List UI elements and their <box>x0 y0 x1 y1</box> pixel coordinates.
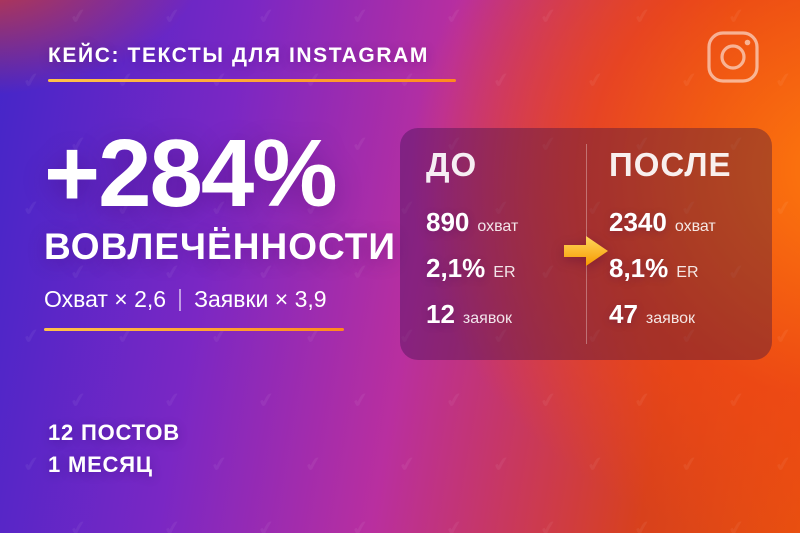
stat-unit: заявок <box>645 310 696 327</box>
pattern-check-icon: ✔ <box>585 68 606 94</box>
pattern-check-icon: ✔ <box>21 196 42 222</box>
pattern-check-icon: ✔ <box>350 516 371 533</box>
stat-unit: ER <box>493 264 516 281</box>
hero-multipliers: Охват × 2,6 Заявки × 3,9 <box>44 286 396 313</box>
pattern-check-icon: ✔ <box>679 452 700 478</box>
stat-row-after-leads: 47 заявок <box>609 299 764 330</box>
stat-row-after-er: 8,1% ER <box>609 253 764 284</box>
pattern-check-icon: ✔ <box>68 4 89 30</box>
before-after-arrow-icon <box>562 234 610 273</box>
after-column: ПОСЛЕ 2340 охват 8,1% ER 47 заявок <box>581 146 764 342</box>
stat-value: 8,1% <box>609 253 669 283</box>
footer-stats: 12 ПОСТОВ 1 МЕСЯЦ <box>48 417 180 481</box>
pattern-check-icon: ✔ <box>162 516 183 533</box>
pattern-check-icon: ✔ <box>538 4 559 30</box>
hero-label: ВОВЛЕЧЁННОСТИ <box>44 226 396 267</box>
hero-percent: +284% <box>44 120 338 227</box>
period-label: 1 МЕСЯЦ <box>48 452 153 478</box>
pattern-check-icon: ✔ <box>679 68 700 94</box>
stat-value: 12 <box>426 299 455 329</box>
stat-value: 47 <box>609 299 638 329</box>
stat-value: 2,1% <box>426 253 486 283</box>
stat-value: 2340 <box>609 207 667 237</box>
page-title: КЕЙС: ТЕКСТЫ ДЛЯ INSTAGRAM <box>48 44 429 67</box>
pattern-check-icon: ✔ <box>256 388 277 414</box>
stat-unit: ER <box>676 264 699 281</box>
pattern-check-icon: ✔ <box>350 388 371 414</box>
after-title: ПОСЛЕ <box>609 146 732 183</box>
pattern-check-icon: ✔ <box>538 388 559 414</box>
leads-multiplier: Заявки × 3,9 <box>194 286 327 312</box>
pattern-check-icon: ✔ <box>68 388 89 414</box>
pattern-check-icon: ✔ <box>491 452 512 478</box>
pattern-check-icon: ✔ <box>21 452 42 478</box>
pattern-check-icon: ✔ <box>491 68 512 94</box>
pattern-check-icon: ✔ <box>632 516 653 533</box>
title-underline <box>48 79 456 82</box>
pattern-check-icon: ✔ <box>632 4 653 30</box>
hero-underline <box>44 328 344 331</box>
pattern-check-icon: ✔ <box>209 452 230 478</box>
pattern-check-icon: ✔ <box>21 324 42 350</box>
pattern-check-icon: ✔ <box>726 4 747 30</box>
pattern-check-icon: ✔ <box>726 516 747 533</box>
stat-row-after-reach: 2340 охват <box>609 207 764 238</box>
pattern-check-icon: ✔ <box>444 4 465 30</box>
pattern-check-icon: ✔ <box>726 388 747 414</box>
pattern-check-icon: ✔ <box>632 388 653 414</box>
pattern-check-icon: ✔ <box>773 324 794 350</box>
pattern-check-icon: ✔ <box>444 516 465 533</box>
multiplier-divider <box>179 288 182 311</box>
stat-value: 890 <box>426 207 470 237</box>
pattern-check-icon: ✔ <box>68 516 89 533</box>
pattern-check-icon: ✔ <box>585 452 606 478</box>
stat-unit: заявок <box>462 310 513 327</box>
before-column: ДО 890 охват 2,1% ER 12 заявок <box>410 146 581 342</box>
stat-row-before-reach: 890 охват <box>426 207 581 238</box>
stat-row-before-er: 2,1% ER <box>426 253 581 284</box>
pattern-check-icon: ✔ <box>350 4 371 30</box>
pattern-check-icon: ✔ <box>773 196 794 222</box>
pattern-check-icon: ✔ <box>162 388 183 414</box>
pattern-check-icon: ✔ <box>397 452 418 478</box>
stat-unit: охват <box>477 218 519 235</box>
stat-row-before-leads: 12 заявок <box>426 299 581 330</box>
reach-multiplier: Охват × 2,6 <box>44 286 167 312</box>
header: КЕЙС: ТЕКСТЫ ДЛЯ INSTAGRAM <box>48 44 456 82</box>
pattern-check-icon: ✔ <box>303 452 324 478</box>
pattern-check-icon: ✔ <box>773 68 794 94</box>
pattern-check-icon: ✔ <box>538 516 559 533</box>
pattern-check-icon: ✔ <box>21 68 42 94</box>
stat-unit: охват <box>674 218 716 235</box>
instagram-icon <box>704 28 762 91</box>
hero-block: +284% ВОВЛЕЧЁННОСТИ Охват × 2,6 Заявки ×… <box>44 126 396 331</box>
pattern-check-icon: ✔ <box>256 516 277 533</box>
pattern-check-icon: ✔ <box>773 452 794 478</box>
pattern-check-icon: ✔ <box>444 388 465 414</box>
pattern-check-icon: ✔ <box>256 4 277 30</box>
pattern-check-icon: ✔ <box>162 4 183 30</box>
before-title: ДО <box>426 146 478 183</box>
posts-count: 12 ПОСТОВ <box>48 420 180 446</box>
stats-panel: ДО 890 охват 2,1% ER 12 заявок ПОСЛЕ 2340 ох… <box>400 128 772 360</box>
